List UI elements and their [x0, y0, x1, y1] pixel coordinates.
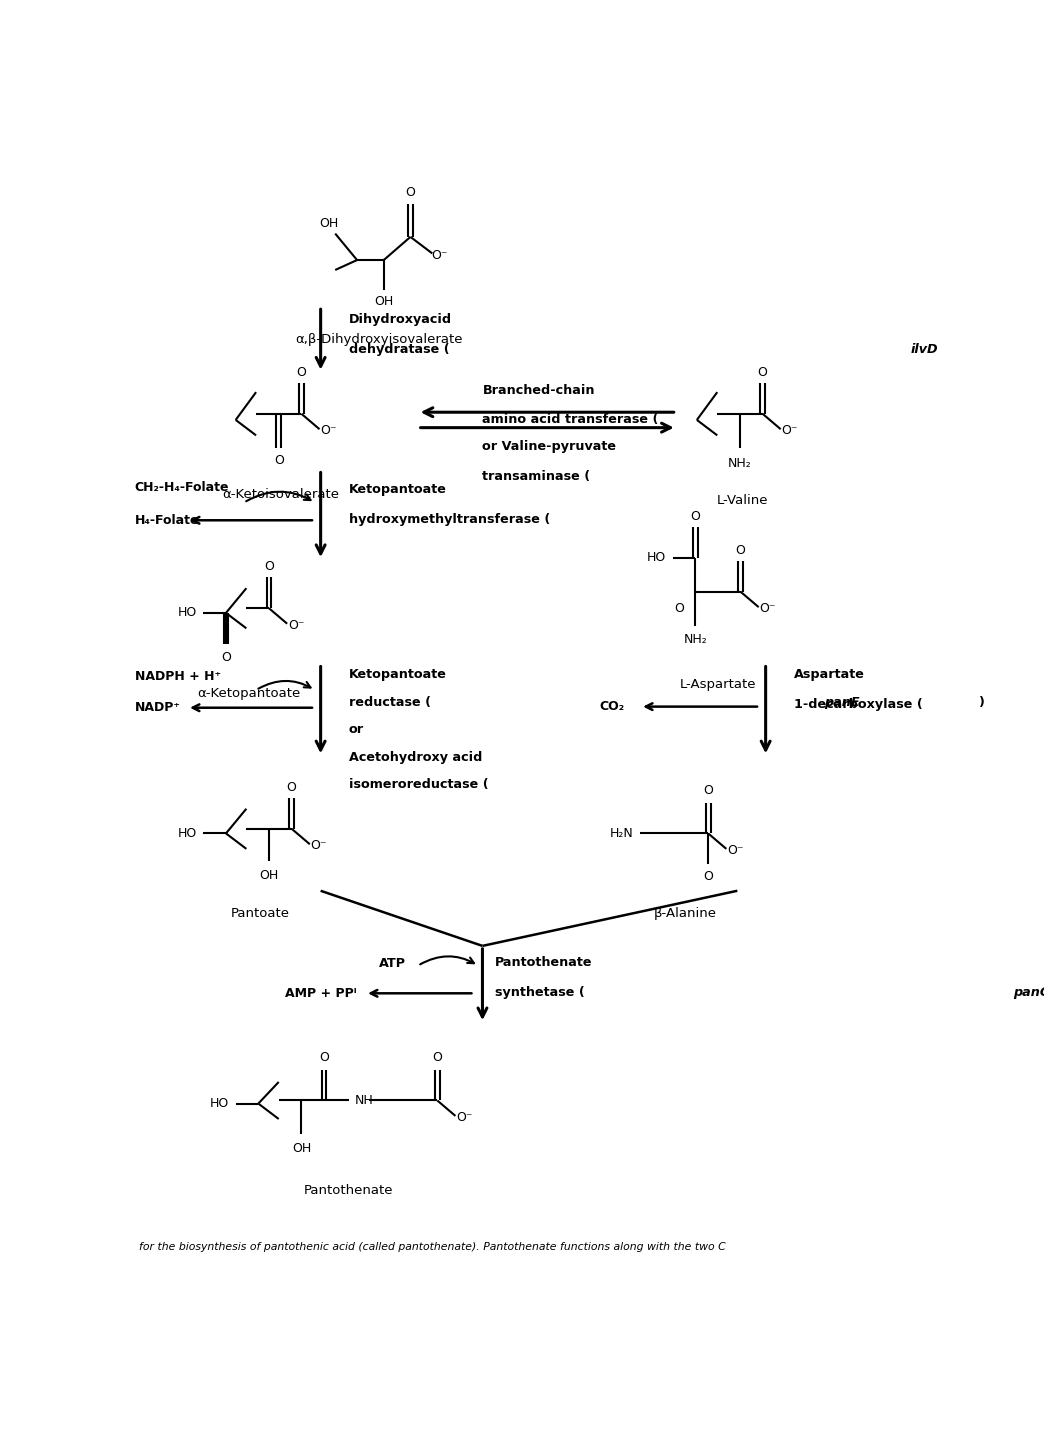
Text: Pantothenate: Pantothenate [304, 1183, 394, 1197]
Text: isomeroreductase (: isomeroreductase ( [349, 778, 489, 792]
Text: H₂N: H₂N [610, 826, 634, 841]
Text: O: O [704, 871, 713, 884]
Text: O: O [319, 1051, 329, 1064]
Text: NH₂: NH₂ [684, 633, 707, 646]
Text: O⁻: O⁻ [782, 424, 798, 437]
Text: or Valine-pyruvate: or Valine-pyruvate [482, 440, 616, 453]
Text: ATP: ATP [379, 957, 405, 969]
Text: ): ) [978, 696, 984, 709]
Text: H₄-Folate: H₄-Folate [135, 514, 199, 527]
Text: OH: OH [319, 218, 338, 231]
Text: O: O [432, 1051, 443, 1064]
Text: α-Ketoisovalerate: α-Ketoisovalerate [222, 487, 339, 501]
Text: Dihydroxyacid: Dihydroxyacid [349, 314, 452, 326]
Text: AMP + PPᴵ: AMP + PPᴵ [285, 987, 357, 1000]
Text: HO: HO [177, 826, 196, 841]
Text: Ketopantoate: Ketopantoate [349, 667, 447, 682]
Text: Pantoate: Pantoate [231, 908, 289, 921]
Text: amino acid transferase (: amino acid transferase ( [482, 414, 659, 427]
Text: O⁻: O⁻ [431, 249, 448, 262]
Text: ilvD: ilvD [910, 342, 938, 355]
Text: O⁻: O⁻ [321, 424, 337, 437]
Text: dehydratase (: dehydratase ( [349, 342, 450, 355]
Text: O: O [736, 544, 745, 557]
Text: OH: OH [259, 869, 279, 882]
Text: O: O [264, 560, 274, 573]
Text: for the biosynthesis of pantothenic acid (called pantothenate). Pantothenate fun: for the biosynthesis of pantothenic acid… [139, 1242, 726, 1252]
Text: or: or [349, 723, 364, 736]
Text: O: O [704, 783, 713, 796]
Text: L-Aspartate: L-Aspartate [680, 677, 756, 690]
Text: OH: OH [291, 1141, 311, 1154]
Text: O: O [690, 510, 701, 523]
Text: CH₂-H₄-Folate: CH₂-H₄-Folate [135, 481, 229, 494]
Text: O: O [674, 603, 684, 616]
Text: Acetohydroxy acid: Acetohydroxy acid [349, 750, 482, 763]
Text: O⁻: O⁻ [759, 603, 776, 616]
Text: CO₂: CO₂ [599, 700, 624, 713]
Text: NH₂: NH₂ [728, 457, 752, 470]
Text: O: O [287, 780, 296, 793]
Text: β-Alanine: β-Alanine [654, 908, 717, 921]
Text: O⁻: O⁻ [311, 839, 327, 852]
Text: 1-decarboxylase (: 1-decarboxylase ( [793, 697, 923, 710]
Text: NADP⁺: NADP⁺ [135, 702, 181, 715]
Text: O⁻: O⁻ [456, 1111, 473, 1124]
Text: HO: HO [210, 1097, 229, 1110]
Text: reductase (: reductase ( [349, 696, 431, 709]
Text: O⁻: O⁻ [727, 843, 743, 856]
Text: OH: OH [374, 295, 394, 308]
Text: HO: HO [177, 606, 196, 620]
Text: O: O [405, 186, 416, 199]
Text: α-Ketopantoate: α-Ketopantoate [197, 687, 301, 700]
Text: O: O [274, 454, 284, 467]
Text: Branched-chain: Branched-chain [482, 384, 595, 397]
Text: transaminase (: transaminase ( [482, 470, 591, 483]
Text: panE: panE [824, 696, 859, 709]
Text: O: O [221, 652, 231, 664]
Text: O: O [296, 365, 306, 378]
Text: Ketopantoate: Ketopantoate [349, 483, 447, 495]
Text: panC: panC [1013, 985, 1044, 998]
Text: synthetase (: synthetase ( [495, 985, 585, 998]
Text: Pantothenate: Pantothenate [495, 955, 592, 969]
Text: O⁻: O⁻ [288, 619, 305, 632]
Text: Aspartate: Aspartate [793, 667, 864, 682]
Text: NH: NH [355, 1094, 374, 1107]
Text: HO: HO [646, 551, 666, 564]
Text: L-Valine: L-Valine [716, 494, 768, 507]
Text: α,β-Dihydroxyisovalerate: α,β-Dihydroxyisovalerate [295, 334, 462, 347]
Text: hydroxymethyltransferase (: hydroxymethyltransferase ( [349, 513, 550, 526]
Text: NADPH + H⁺: NADPH + H⁺ [135, 670, 220, 683]
Text: O: O [758, 365, 767, 378]
